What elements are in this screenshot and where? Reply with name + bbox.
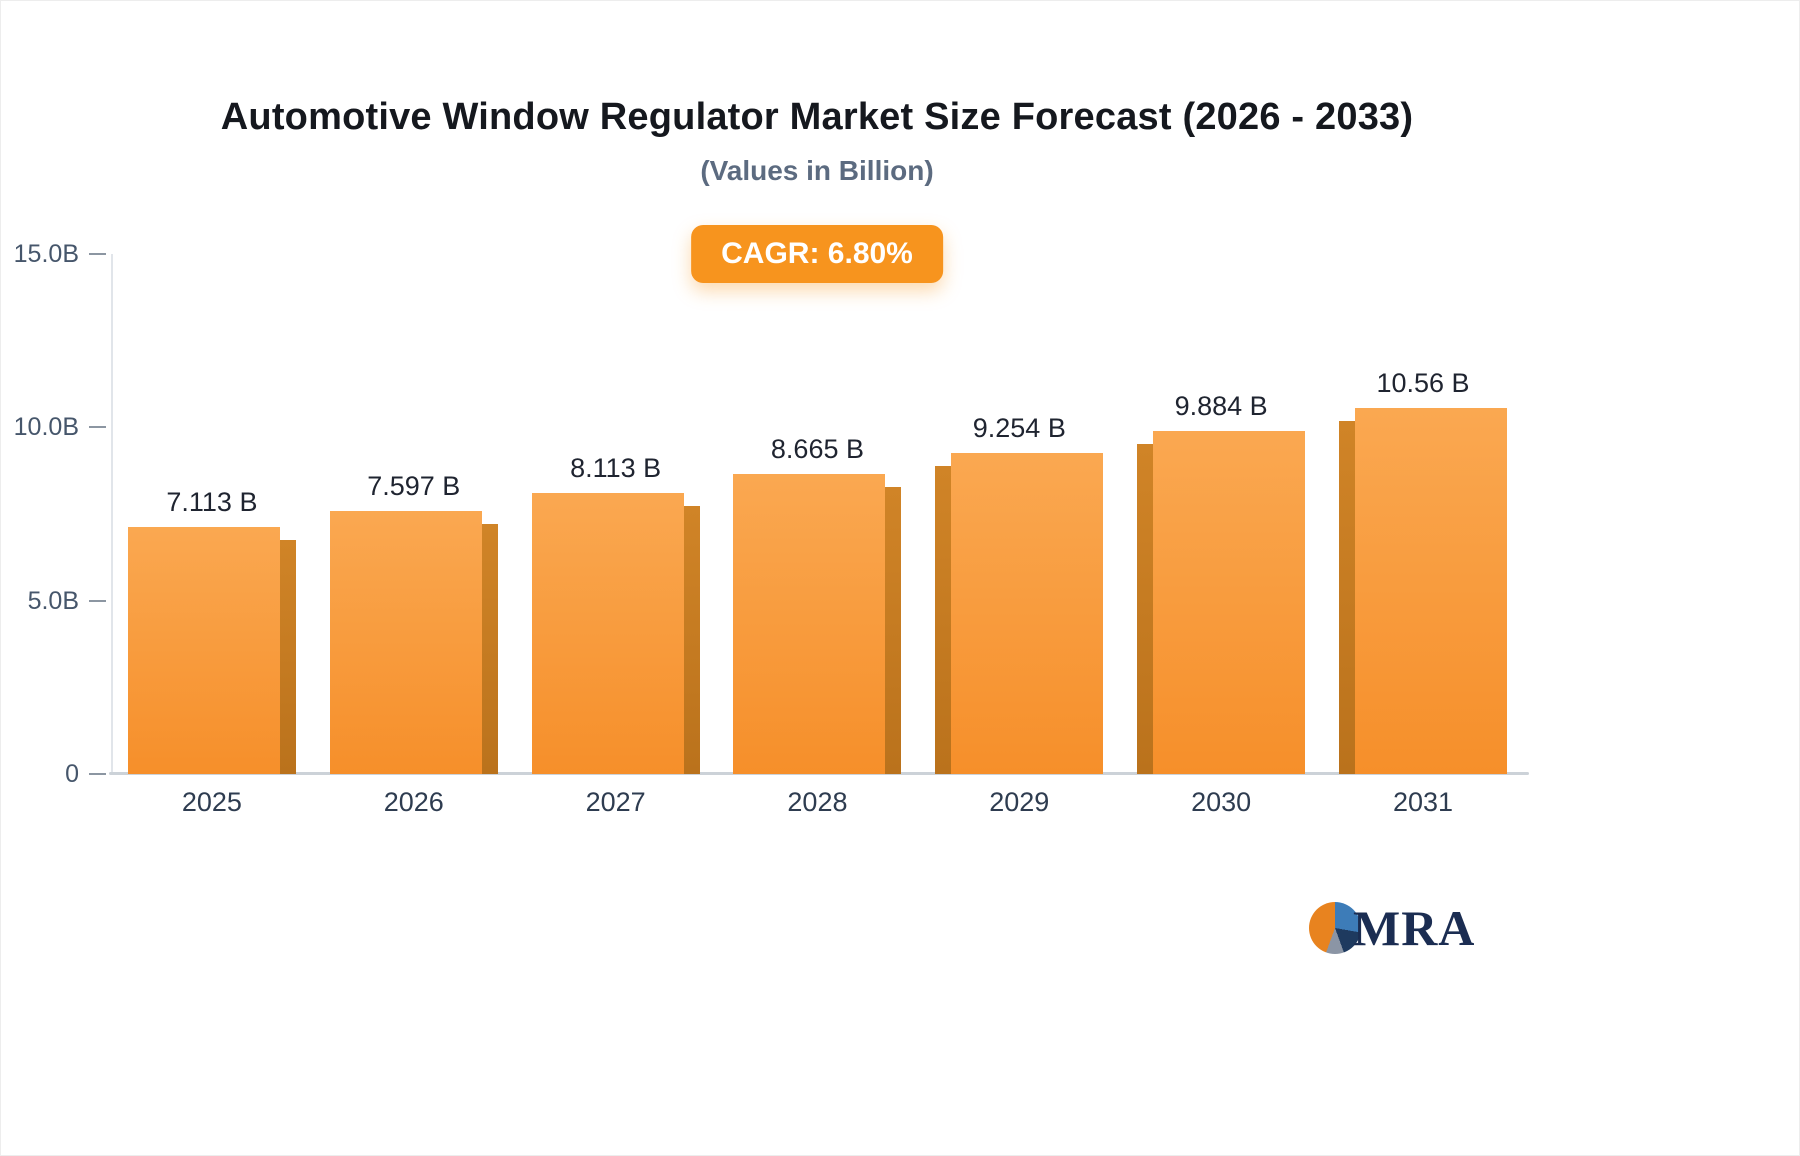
y-tick-label: 15.0B: [13, 240, 79, 268]
bar-value-label: 8.113 B: [570, 453, 662, 483]
bars-row: 7.113 B 7.597 B 8.113 B 8.665 B 9.254 B 9.884…: [111, 254, 1524, 774]
bar-side-face: [1338, 421, 1355, 774]
cagr-badge: CAGR: 6.80%: [691, 225, 943, 283]
bar-group: 7.597 B: [328, 254, 500, 774]
y-tick-label: 0: [65, 760, 79, 788]
bar-value-label: 7.113 B: [166, 487, 258, 517]
chart-title: Automotive Window Regulator Market Size …: [220, 96, 1414, 138]
bar: [1338, 408, 1507, 774]
bar-group: 9.884 B: [1135, 254, 1307, 774]
bar-value-label: 8.665 B: [770, 434, 864, 464]
bar-value-label: 9.254 B: [972, 413, 1066, 443]
x-axis-label: 2031: [1392, 787, 1454, 817]
x-axis-label: 2029: [989, 787, 1050, 817]
y-tick-mark: [89, 253, 106, 255]
y-tick-mark: [89, 773, 106, 775]
bar-value-label: 7.597 B: [367, 471, 461, 501]
bar-group: 8.665 B: [731, 254, 903, 774]
bar-group: 8.113 B: [530, 254, 702, 774]
chart-subtitle: (Values in Billion): [700, 155, 934, 186]
bar-group: 10.56 B: [1337, 254, 1509, 774]
bar: [531, 493, 700, 774]
bar-value-label: 10.56 B: [1376, 368, 1470, 398]
bar-side-face: [683, 506, 700, 774]
x-axis-label: 2025: [181, 787, 242, 817]
bar-front-face: [951, 453, 1104, 774]
bar-side-face: [481, 524, 498, 774]
bar-front-face: [1153, 431, 1306, 774]
bar: [1137, 431, 1306, 774]
brand-logo-text: MRA: [1353, 900, 1476, 956]
bar-group: 7.113 B: [126, 254, 298, 774]
bar-side-face: [885, 487, 902, 774]
bar: [329, 511, 498, 774]
bar-side-face: [935, 466, 952, 774]
x-axis-labels: 2025 2026 2027 2028 2029 2030 2031: [111, 787, 1524, 818]
bar-value-label: 9.884 B: [1174, 391, 1268, 421]
bar-front-face: [329, 511, 482, 774]
x-axis-label: 2030: [1191, 787, 1252, 817]
bar: [127, 527, 296, 774]
bar-front-face: [127, 527, 280, 774]
bar-front-face: [1354, 408, 1507, 774]
x-axis-label: 2028: [787, 787, 848, 817]
pie-chart-logo-icon: [1309, 902, 1361, 954]
bar-side-face: [279, 540, 296, 774]
y-tick-label: 5.0B: [27, 586, 79, 615]
bar-front-face: [531, 493, 684, 774]
x-axis-label: 2027: [585, 787, 646, 817]
brand-logo: MRA: [1309, 899, 1475, 957]
y-tick-label: 10.0B: [13, 413, 79, 442]
bar: [733, 474, 902, 774]
x-axis-label: 2026: [383, 787, 444, 817]
bar-side-face: [1137, 444, 1154, 774]
y-axis-line: [111, 254, 113, 774]
bar-front-face: [733, 474, 886, 774]
y-tick-mark: [89, 599, 106, 602]
bar: [935, 453, 1104, 774]
bar-group: 9.254 B: [933, 254, 1105, 774]
chart-header: Automotive Window Regulator Market Size …: [1, 96, 1633, 187]
y-tick-mark: [89, 426, 106, 429]
